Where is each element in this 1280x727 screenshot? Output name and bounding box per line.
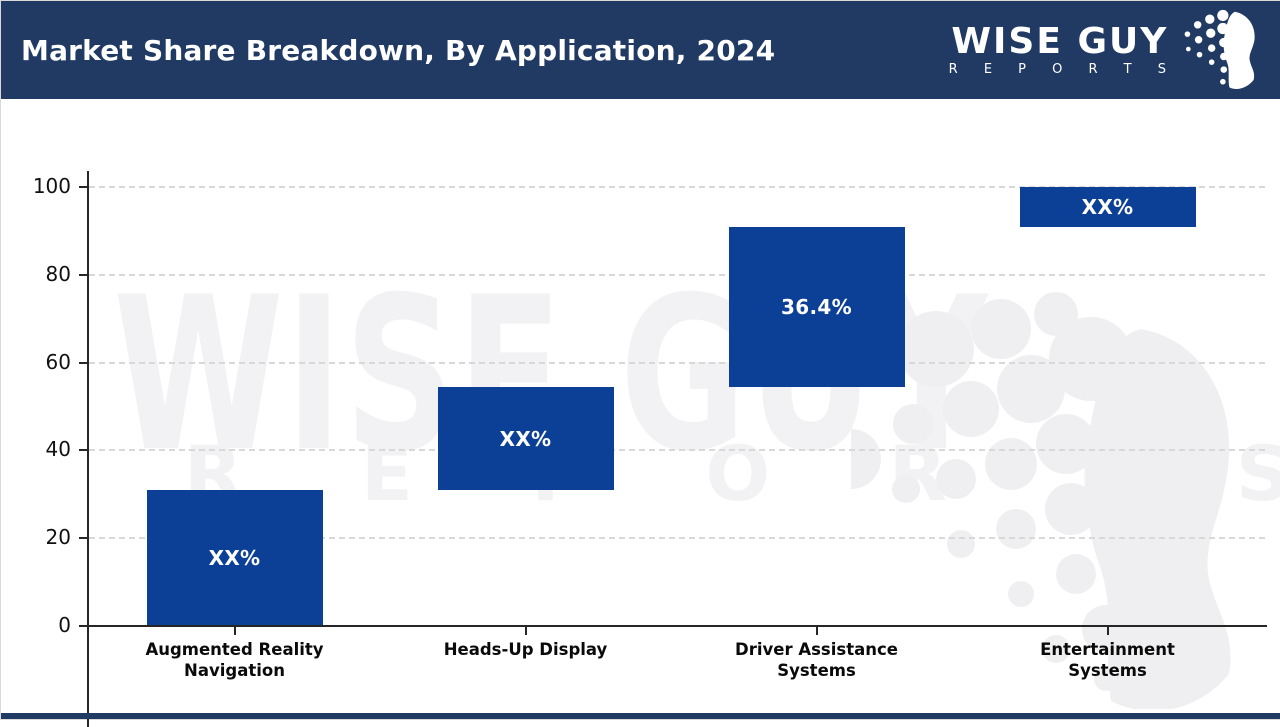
page-title: Market Share Breakdown, By Application, … — [21, 33, 776, 67]
brand-logo: WISE GUY R E P O R T S — [943, 8, 1263, 92]
y-axis-line — [87, 171, 89, 727]
y-tick-mark — [79, 273, 87, 276]
y-tick-label: 40 — [45, 437, 71, 462]
x-axis-label: Heads-Up Display — [443, 640, 608, 659]
chart-area: WISE GUY R E P O R T S 0 20 40 60 80 100 XX% X… — [1, 99, 1280, 727]
gridline — [89, 361, 1265, 364]
gridline — [89, 449, 1265, 452]
x-tick-mark — [815, 627, 818, 635]
x-tick-mark — [233, 627, 236, 635]
y-tick-mark — [79, 537, 87, 540]
y-tick-mark — [79, 186, 87, 188]
footer-bar — [1, 713, 1280, 719]
y-tick-label: 80 — [45, 261, 71, 286]
y-tick-mark — [79, 625, 87, 627]
brand-name: WISE GUY — [951, 20, 1169, 62]
bar-value-label: XX% — [1081, 195, 1134, 220]
bar-value-label: XX% — [499, 426, 552, 451]
brand-face-icon — [1184, 9, 1255, 89]
gridline — [89, 186, 1265, 188]
y-tick-label: 0 — [58, 613, 71, 637]
brand-subtitle: R E P O R T S — [948, 62, 1177, 78]
x-axis-label: Driver Assistance Systems — [735, 640, 898, 680]
x-axis-label: Entertainment Systems — [1040, 640, 1175, 680]
bar-entertainment-systems: XX% — [1019, 187, 1196, 228]
x-tick-mark — [524, 627, 527, 635]
bar-augmented-reality-navigation: XX% — [146, 489, 323, 626]
header-bar: Market Share Breakdown, By Application, … — [1, 1, 1280, 99]
gridline — [89, 273, 1265, 276]
brand-logo-text: WISE GUY R E P O R T S — [943, 20, 1177, 78]
bar-driver-assistance-systems: 36.4% — [728, 227, 905, 388]
gridline — [89, 537, 1265, 540]
x-tick-mark — [1106, 627, 1109, 635]
y-tick-mark — [79, 361, 87, 364]
y-tick-label: 100 — [32, 174, 71, 198]
x-axis-line — [87, 625, 1267, 627]
y-tick-mark — [79, 449, 87, 452]
y-tick-label: 20 — [45, 525, 71, 550]
bar-heads-up-display: XX% — [437, 387, 614, 490]
x-axis-label: Augmented Reality Navigation — [145, 640, 324, 680]
bar-value-label: XX% — [208, 545, 261, 570]
y-tick-label: 60 — [45, 349, 71, 374]
bar-value-label: 36.4% — [781, 295, 852, 320]
watermark-face-graphic — [851, 292, 1231, 709]
